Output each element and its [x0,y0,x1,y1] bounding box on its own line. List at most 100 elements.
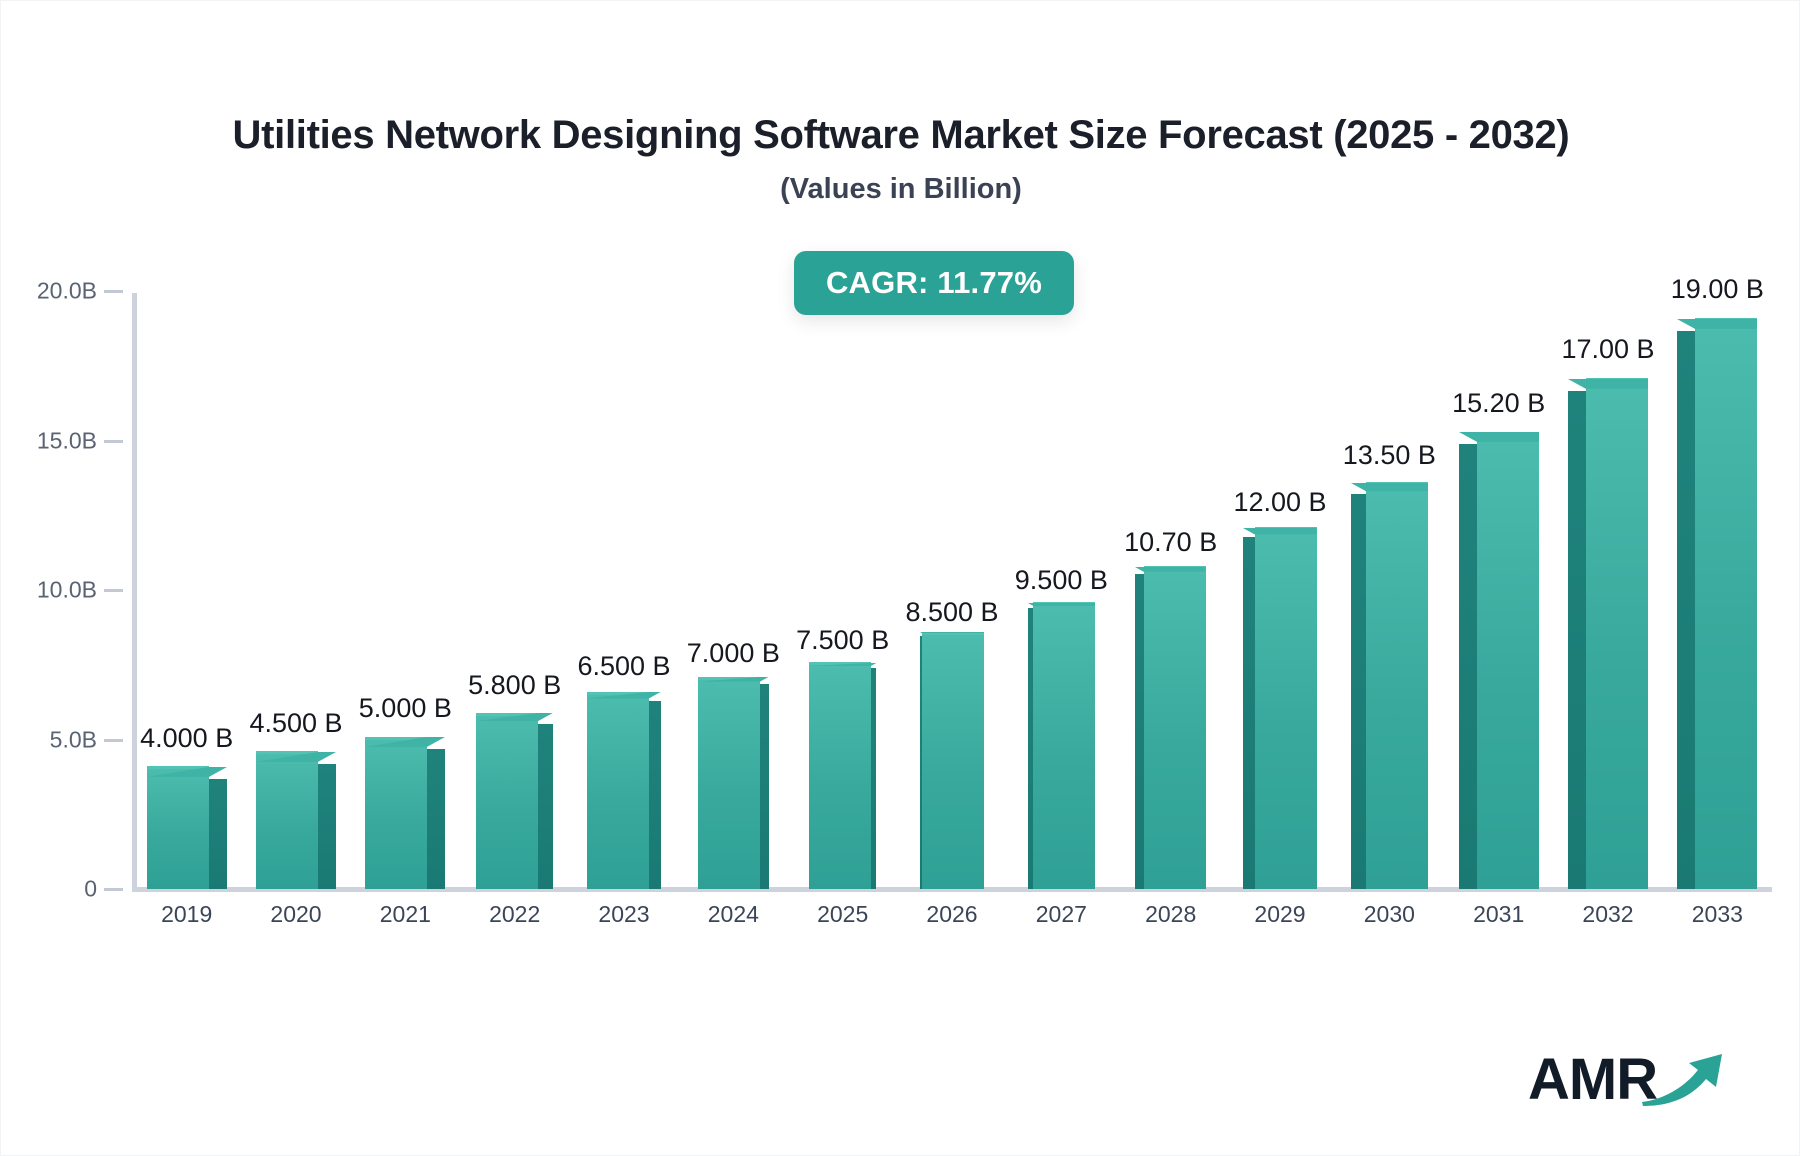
x-tick-label: 2019 [161,901,213,927]
bar-front-face [1143,569,1206,889]
bar-top-bevel [809,662,877,666]
bar-series: 4.000 B 4.500 B 5.000 B 5.800 B 6.500 B 7.000… [132,274,1772,889]
bar-top-bevel [1243,527,1317,534]
bar-front-face [1032,604,1095,889]
bar-top-bevel [365,737,446,748]
bar-slot: 17.00 B [1553,291,1662,889]
x-tick-label: 2023 [598,901,650,927]
chart-title: Utilities Network Designing Software Mar… [232,113,1570,157]
x-tick-label: 2026 [926,901,978,927]
y-tick-mark [104,738,123,742]
bar-front-face [921,634,984,889]
bar-top-face [921,631,984,635]
y-tick-mark [104,888,123,891]
x-tick-label: 2031 [1473,901,1525,927]
bar-top-face [476,712,539,716]
bar-side-face [1135,573,1144,889]
bar-value-label: 19.00 B [1670,274,1764,304]
bar-side-face [208,779,227,889]
y-tick-label: 10.0B [36,576,97,603]
bar-value-label: 9.500 B [1014,565,1108,596]
bar-slot: 13.50 B [1335,291,1444,889]
bar-side-face [1567,390,1586,889]
bar-top-bevel [919,631,984,634]
x-tick-label: 2020 [270,901,322,927]
bar-value-label: 15.20 B [1452,387,1546,418]
bar-top-bevel [476,712,554,721]
bar-slot: 4.000 B [132,291,241,889]
y-tick-label: 15.0B [36,427,97,453]
bar-value-label: 4.000 B [140,722,234,753]
bar-top-bevel [1350,482,1428,491]
bar-side-face [919,635,922,889]
bar-top-bevel [146,767,227,778]
bar-value-label: 17.00 B [1561,333,1655,364]
bar-front-face [476,715,539,889]
bar-slot: 5.000 B [351,291,460,889]
bar-value-label: 8.500 B [905,596,999,627]
y-tick-label: 5.0B [49,726,97,752]
y-tick-label: 20.0B [36,277,97,304]
x-tick-label: 2030 [1363,901,1415,927]
amr-logo: AMR [1528,1044,1728,1119]
bar-top-bevel [1135,566,1206,572]
bar-front-face [587,694,650,889]
bar-side-face [1027,607,1033,889]
chart-subtitle: (Values in Billion) [780,173,1022,205]
bar-value-label: 10.70 B [1124,527,1218,558]
x-tick-label: 2024 [707,901,759,927]
bar-front-face [1695,320,1758,889]
bar-side-face [1243,536,1255,889]
bar-front-face [698,679,761,889]
x-tick-label: 2022 [489,901,541,927]
bar-slot: 7.500 B [788,291,897,889]
bar-slot: 7.000 B [679,291,788,889]
x-axis-line [132,887,1772,892]
bar-slot: 5.800 B [460,291,569,889]
bar-top-bevel [1677,318,1758,329]
bar-side-face [427,749,446,889]
bar-slot: 15.20 B [1444,291,1553,889]
bar-value-label: 12.00 B [1233,486,1327,517]
bar-side-face [1350,493,1366,889]
y-tick-mark [104,439,123,443]
bar-front-face [1365,485,1428,889]
x-tick-label: 2029 [1254,901,1306,927]
bar-top-face [146,766,209,770]
logo-wordmark: AMR [1528,1047,1658,1112]
bar-slot: 4.500 B [241,291,350,889]
bar-side-face [538,723,554,889]
bar-side-face [649,701,661,889]
x-tick-label: 2025 [817,901,869,927]
bar-front-face [255,754,318,889]
x-tick-label: 2027 [1035,901,1087,927]
y-axis-line [132,293,137,891]
bar-front-face [365,739,428,889]
bar-value-label: 6.500 B [577,651,671,682]
bar-front-face [1254,530,1317,889]
bar-slot: 6.500 B [569,291,678,889]
bar-value-label: 13.50 B [1342,440,1436,471]
bar-side-face [1677,330,1696,889]
bar-top-face [809,661,872,665]
bar-top-face [587,691,650,695]
bar-top-bevel [1027,602,1095,606]
bar-slot: 10.70 B [1116,291,1225,889]
bar-top-face [365,736,428,740]
growth-arrow-icon [1642,1054,1722,1106]
x-tick-label: 2028 [1145,901,1197,927]
bar-side-face [317,764,336,889]
bar-slot: 8.500 B [897,291,1006,889]
bar-top-face [698,676,761,680]
x-tick-label: 2021 [379,901,431,927]
bar-value-label: 7.000 B [686,638,780,669]
bar-top-face [255,751,318,755]
bar-top-bevel [698,677,769,682]
bar-value-label: 4.500 B [249,707,343,738]
y-tick-mark [104,290,123,293]
bar-front-face [809,664,872,889]
bar-side-face [871,667,877,889]
bar-top-bevel [587,692,661,699]
bar-slot: 9.500 B [1007,291,1116,889]
